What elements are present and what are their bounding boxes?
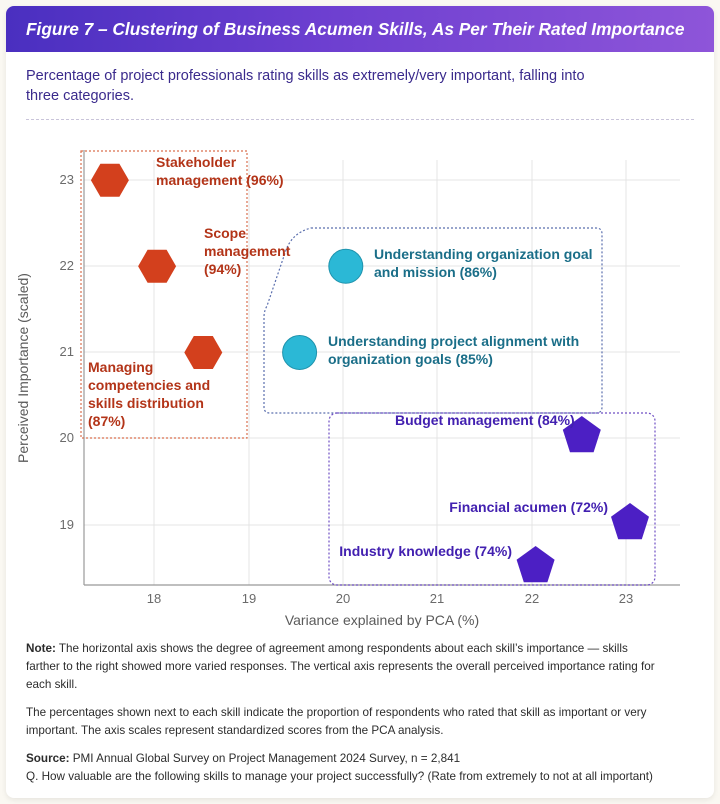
svg-text:18: 18 (147, 591, 161, 606)
svg-text:23: 23 (619, 591, 633, 606)
svg-text:Managing: Managing (88, 359, 153, 375)
svg-text:Budget management (84%): Budget management (84%) (395, 412, 575, 428)
svg-text:(94%): (94%) (204, 261, 241, 277)
svg-text:Scope: Scope (204, 225, 246, 241)
svg-text:Understanding organization goa: Understanding organization goal (374, 246, 593, 262)
svg-text:Understanding project alignmen: Understanding project alignment with (328, 333, 579, 349)
svg-text:competencies and: competencies and (88, 377, 210, 393)
svg-text:22: 22 (525, 591, 539, 606)
svg-text:21: 21 (60, 344, 74, 359)
svg-text:19: 19 (60, 517, 74, 532)
svg-text:Perceived Importance (scaled): Perceived Importance (scaled) (15, 273, 31, 463)
svg-text:19: 19 (242, 591, 256, 606)
svg-text:20: 20 (336, 591, 350, 606)
svg-text:Industry knowledge (74%): Industry knowledge (74%) (339, 543, 512, 559)
svg-text:(87%): (87%) (88, 413, 125, 429)
svg-text:23: 23 (60, 172, 74, 187)
svg-text:skills distribution: skills distribution (88, 395, 204, 411)
svg-text:20: 20 (60, 430, 74, 445)
svg-text:Variance explained by PCA (%): Variance explained by PCA (%) (285, 612, 479, 628)
svg-text:Stakeholder: Stakeholder (156, 154, 237, 170)
svg-text:21: 21 (430, 591, 444, 606)
svg-text:organization goals (85%): organization goals (85%) (328, 351, 493, 367)
svg-text:management: management (204, 243, 291, 259)
svg-text:Financial acumen (72%): Financial acumen (72%) (449, 499, 608, 515)
svg-text:and mission (86%): and mission (86%) (374, 264, 497, 280)
svg-text:management (96%): management (96%) (156, 172, 284, 188)
svg-text:22: 22 (60, 258, 74, 273)
